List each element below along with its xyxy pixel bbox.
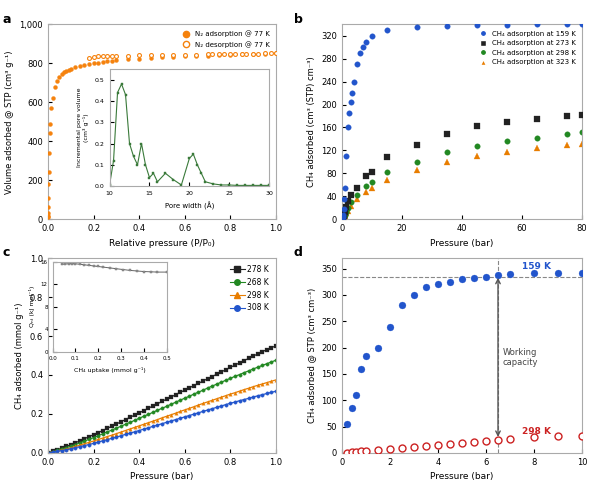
Text: 298 K: 298 K — [522, 428, 551, 436]
Text: Working
capacity: Working capacity — [503, 348, 538, 367]
Text: b: b — [294, 13, 303, 26]
X-axis label: Pressure (bar): Pressure (bar) — [130, 472, 194, 481]
X-axis label: Pressure (bar): Pressure (bar) — [430, 239, 494, 247]
Y-axis label: Volume adsorbed @ STP (cm³ g⁻¹): Volume adsorbed @ STP (cm³ g⁻¹) — [5, 50, 14, 193]
Text: d: d — [294, 246, 303, 260]
X-axis label: Pressure (bar): Pressure (bar) — [430, 472, 494, 481]
Text: 159 K: 159 K — [522, 262, 551, 270]
Legend: 278 K, 268 K, 298 K, 308 K: 278 K, 268 K, 298 K, 308 K — [227, 262, 272, 316]
Legend: N₂ adsorption @ 77 K, N₂ desorption @ 77 K: N₂ adsorption @ 77 K, N₂ desorption @ 77… — [176, 28, 272, 50]
Legend: CH₄ adsorption at 159 K, CH₄ adsorption at 273 K, CH₄ adsorption at 298 K, CH₄ a: CH₄ adsorption at 159 K, CH₄ adsorption … — [473, 28, 578, 68]
Text: c: c — [2, 246, 10, 260]
Text: a: a — [2, 13, 11, 26]
Y-axis label: CH₄ adsorbed @ STP (cm³ cm⁻³): CH₄ adsorbed @ STP (cm³ cm⁻³) — [307, 288, 316, 423]
Y-axis label: CH₄ adsorbed (mmol g⁻¹): CH₄ adsorbed (mmol g⁻¹) — [16, 302, 25, 409]
X-axis label: Relative pressure (P/P₀): Relative pressure (P/P₀) — [109, 239, 215, 247]
Y-axis label: CH₄ adsorbed (cm³ (STP) cm⁻³): CH₄ adsorbed (cm³ (STP) cm⁻³) — [307, 56, 316, 187]
